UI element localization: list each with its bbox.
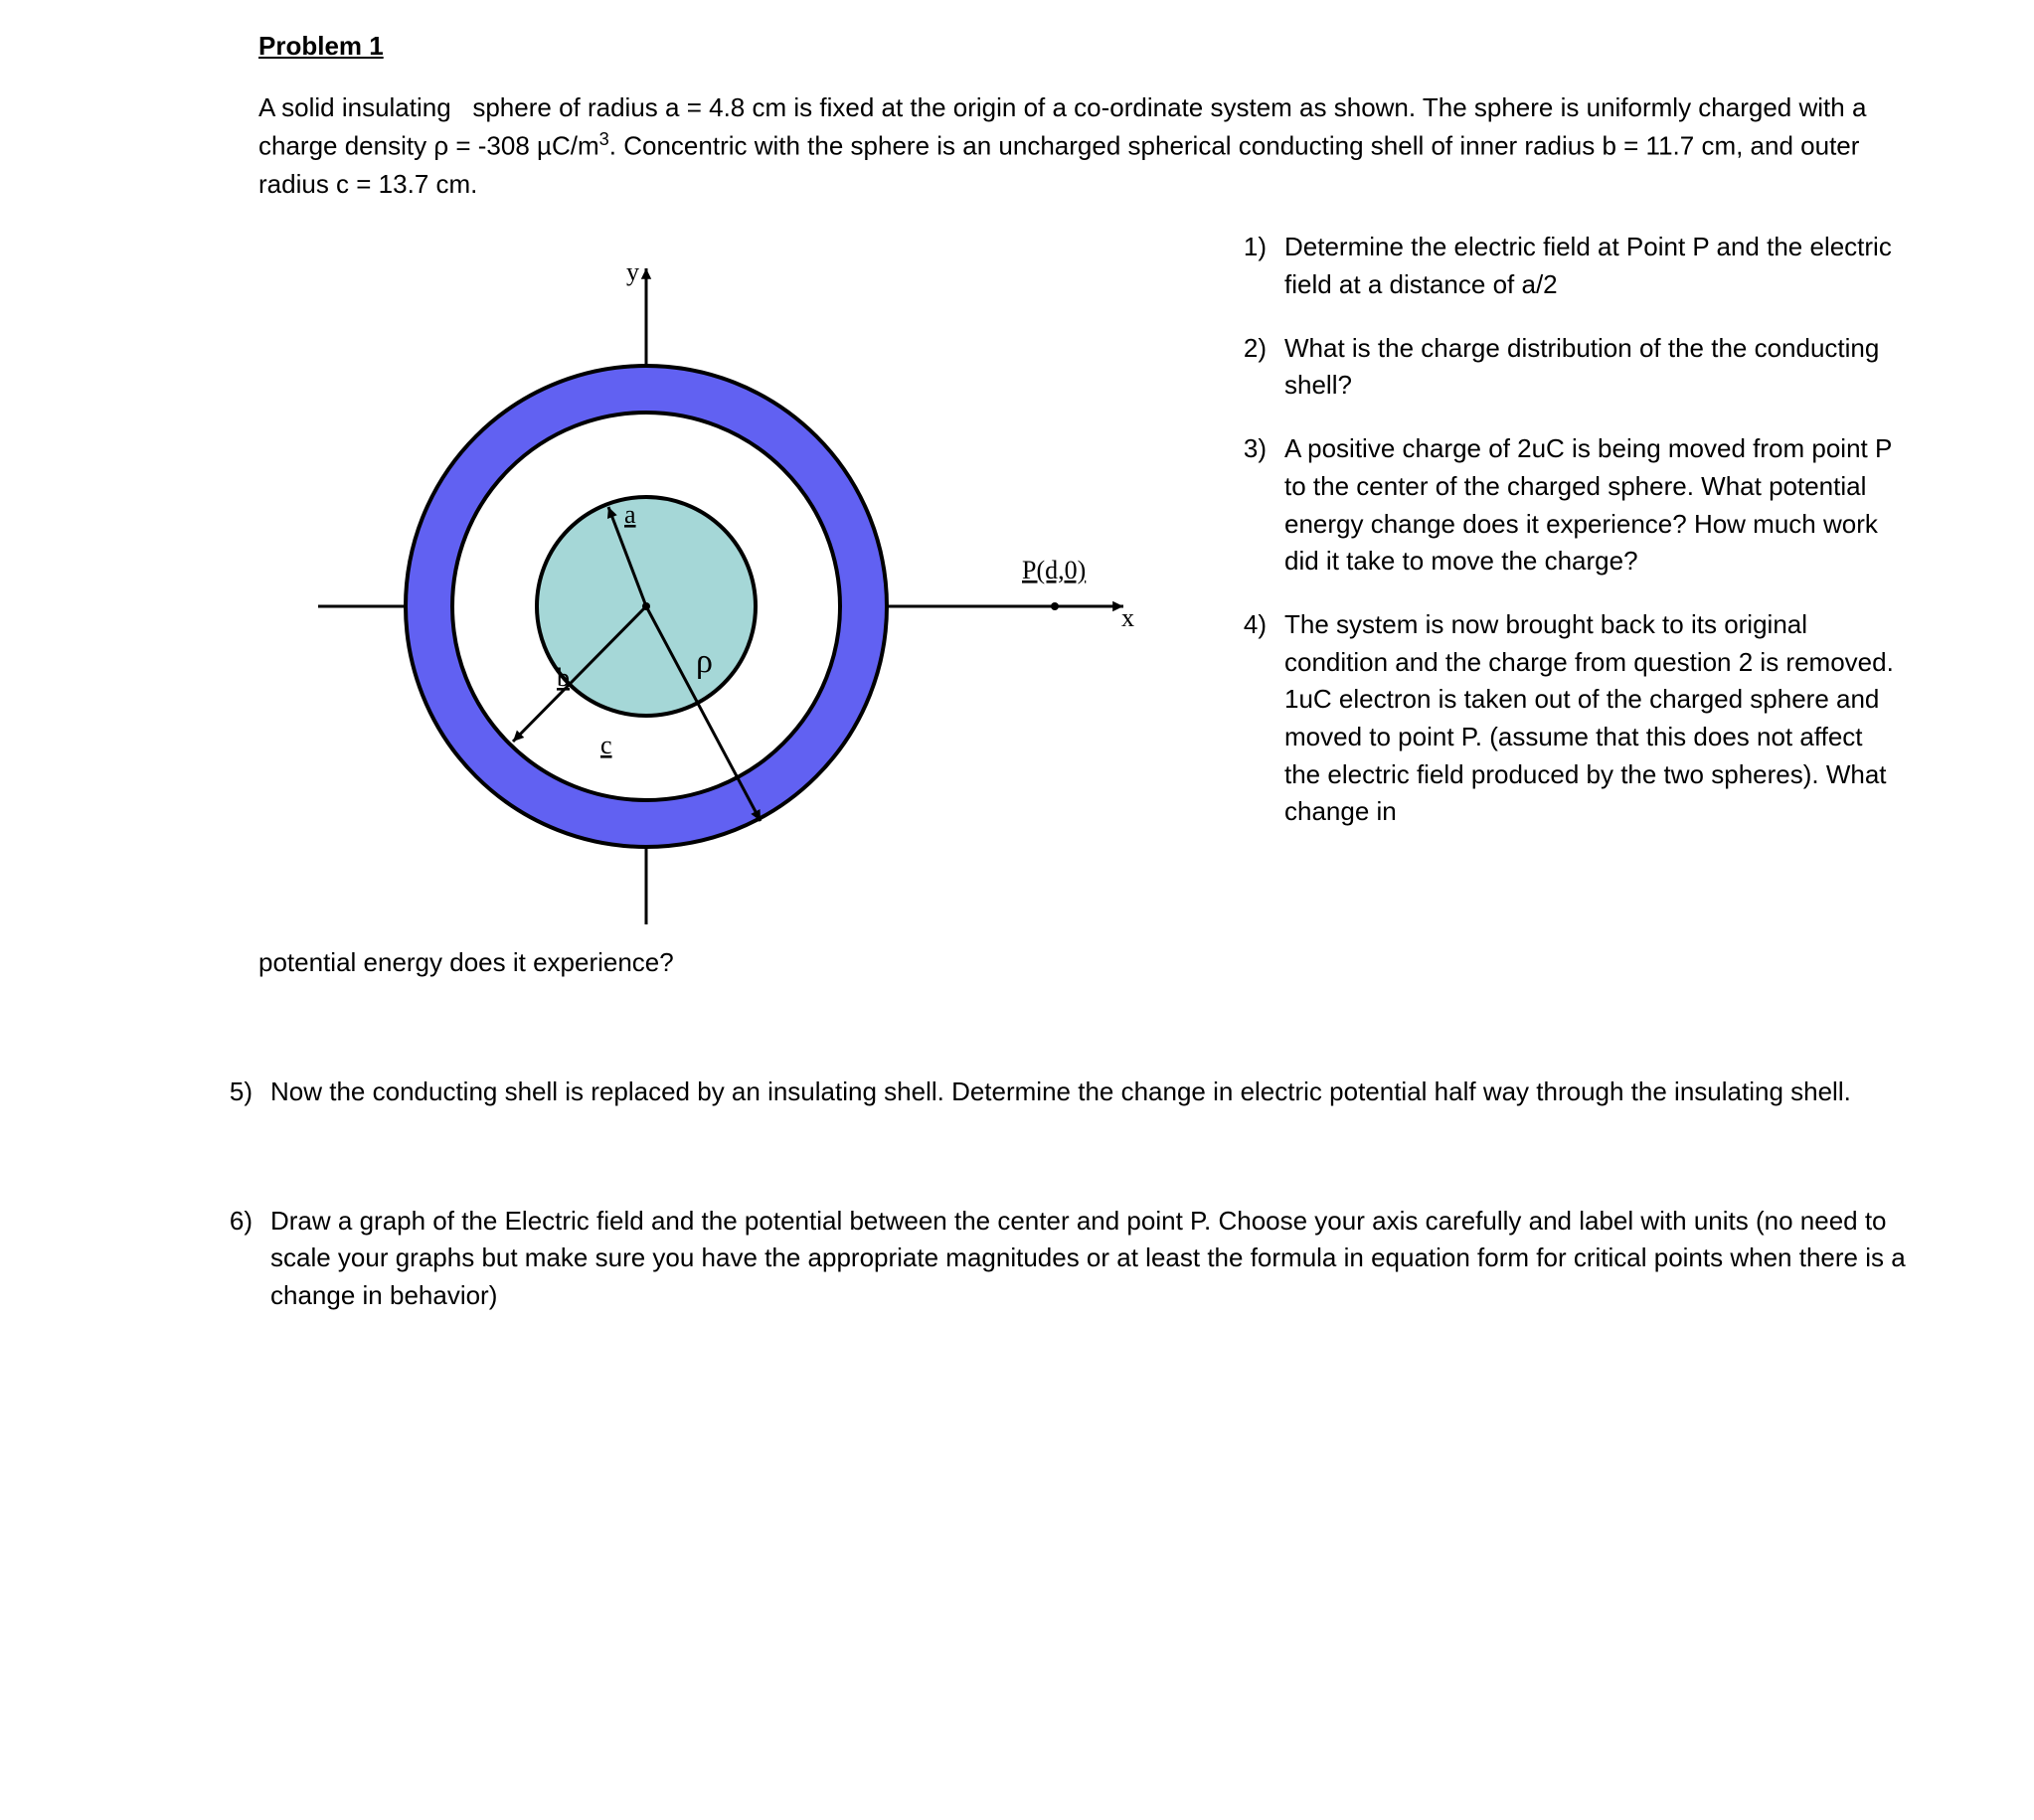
concentric-spheres-diagram: y x P(d,0) a b c ρ	[258, 229, 1153, 944]
question-text: Determine the electric field at Point P …	[1284, 229, 1905, 303]
svg-text:b: b	[557, 663, 570, 692]
svg-text:a: a	[624, 500, 636, 529]
figure-column: y x P(d,0) a b c ρ potential energy does it ex…	[258, 229, 1173, 982]
svg-text:ρ: ρ	[696, 643, 713, 680]
q4-continuation-text: potential energy does it experience?	[258, 944, 1173, 982]
question-text: Now the conducting shell is replaced by …	[270, 1074, 1915, 1111]
problem-heading: Problem 1	[258, 28, 1915, 66]
questions-column: 1)Determine the electric field at Point …	[1203, 229, 1915, 857]
question-number: 1)	[1203, 229, 1284, 266]
question-text: The system is now brought back to its or…	[1284, 606, 1905, 831]
question-number: 3)	[1203, 430, 1284, 468]
svg-text:P(d,0): P(d,0)	[1022, 556, 1086, 584]
page: Problem 1 A solid insulating sphere of r…	[0, 0, 2034, 1820]
question-item: 1)Determine the electric field at Point …	[1203, 229, 1905, 303]
question-list-bottom: 5)Now the conducting shell is replaced b…	[189, 1074, 1915, 1315]
question-list-right: 1)Determine the electric field at Point …	[1203, 229, 1905, 831]
question-number: 4)	[1203, 606, 1284, 644]
figure-and-questions-row: y x P(d,0) a b c ρ potential energy does it ex…	[258, 229, 1915, 982]
question-item: 2)What is the charge distribution of the…	[1203, 330, 1905, 405]
question-text: What is the charge distribution of the t…	[1284, 330, 1905, 405]
question-item: 4)The system is now brought back to its …	[1203, 606, 1905, 831]
questions-bottom-section: 5)Now the conducting shell is replaced b…	[189, 1074, 1915, 1315]
problem-intro: A solid insulating sphere of radius a = …	[258, 89, 1915, 204]
question-item: 6)Draw a graph of the Electric field and…	[189, 1203, 1915, 1315]
question-number: 6)	[189, 1203, 270, 1241]
svg-text:c: c	[600, 731, 612, 759]
question-number: 2)	[1203, 330, 1284, 368]
question-item: 3)A positive charge of 2uC is being move…	[1203, 430, 1905, 580]
question-item: 5)Now the conducting shell is replaced b…	[189, 1074, 1915, 1111]
question-text: A positive charge of 2uC is being moved …	[1284, 430, 1905, 580]
svg-text:y: y	[626, 257, 639, 286]
svg-text:x: x	[1121, 603, 1134, 632]
question-text: Draw a graph of the Electric field and t…	[270, 1203, 1915, 1315]
question-number: 5)	[189, 1074, 270, 1111]
